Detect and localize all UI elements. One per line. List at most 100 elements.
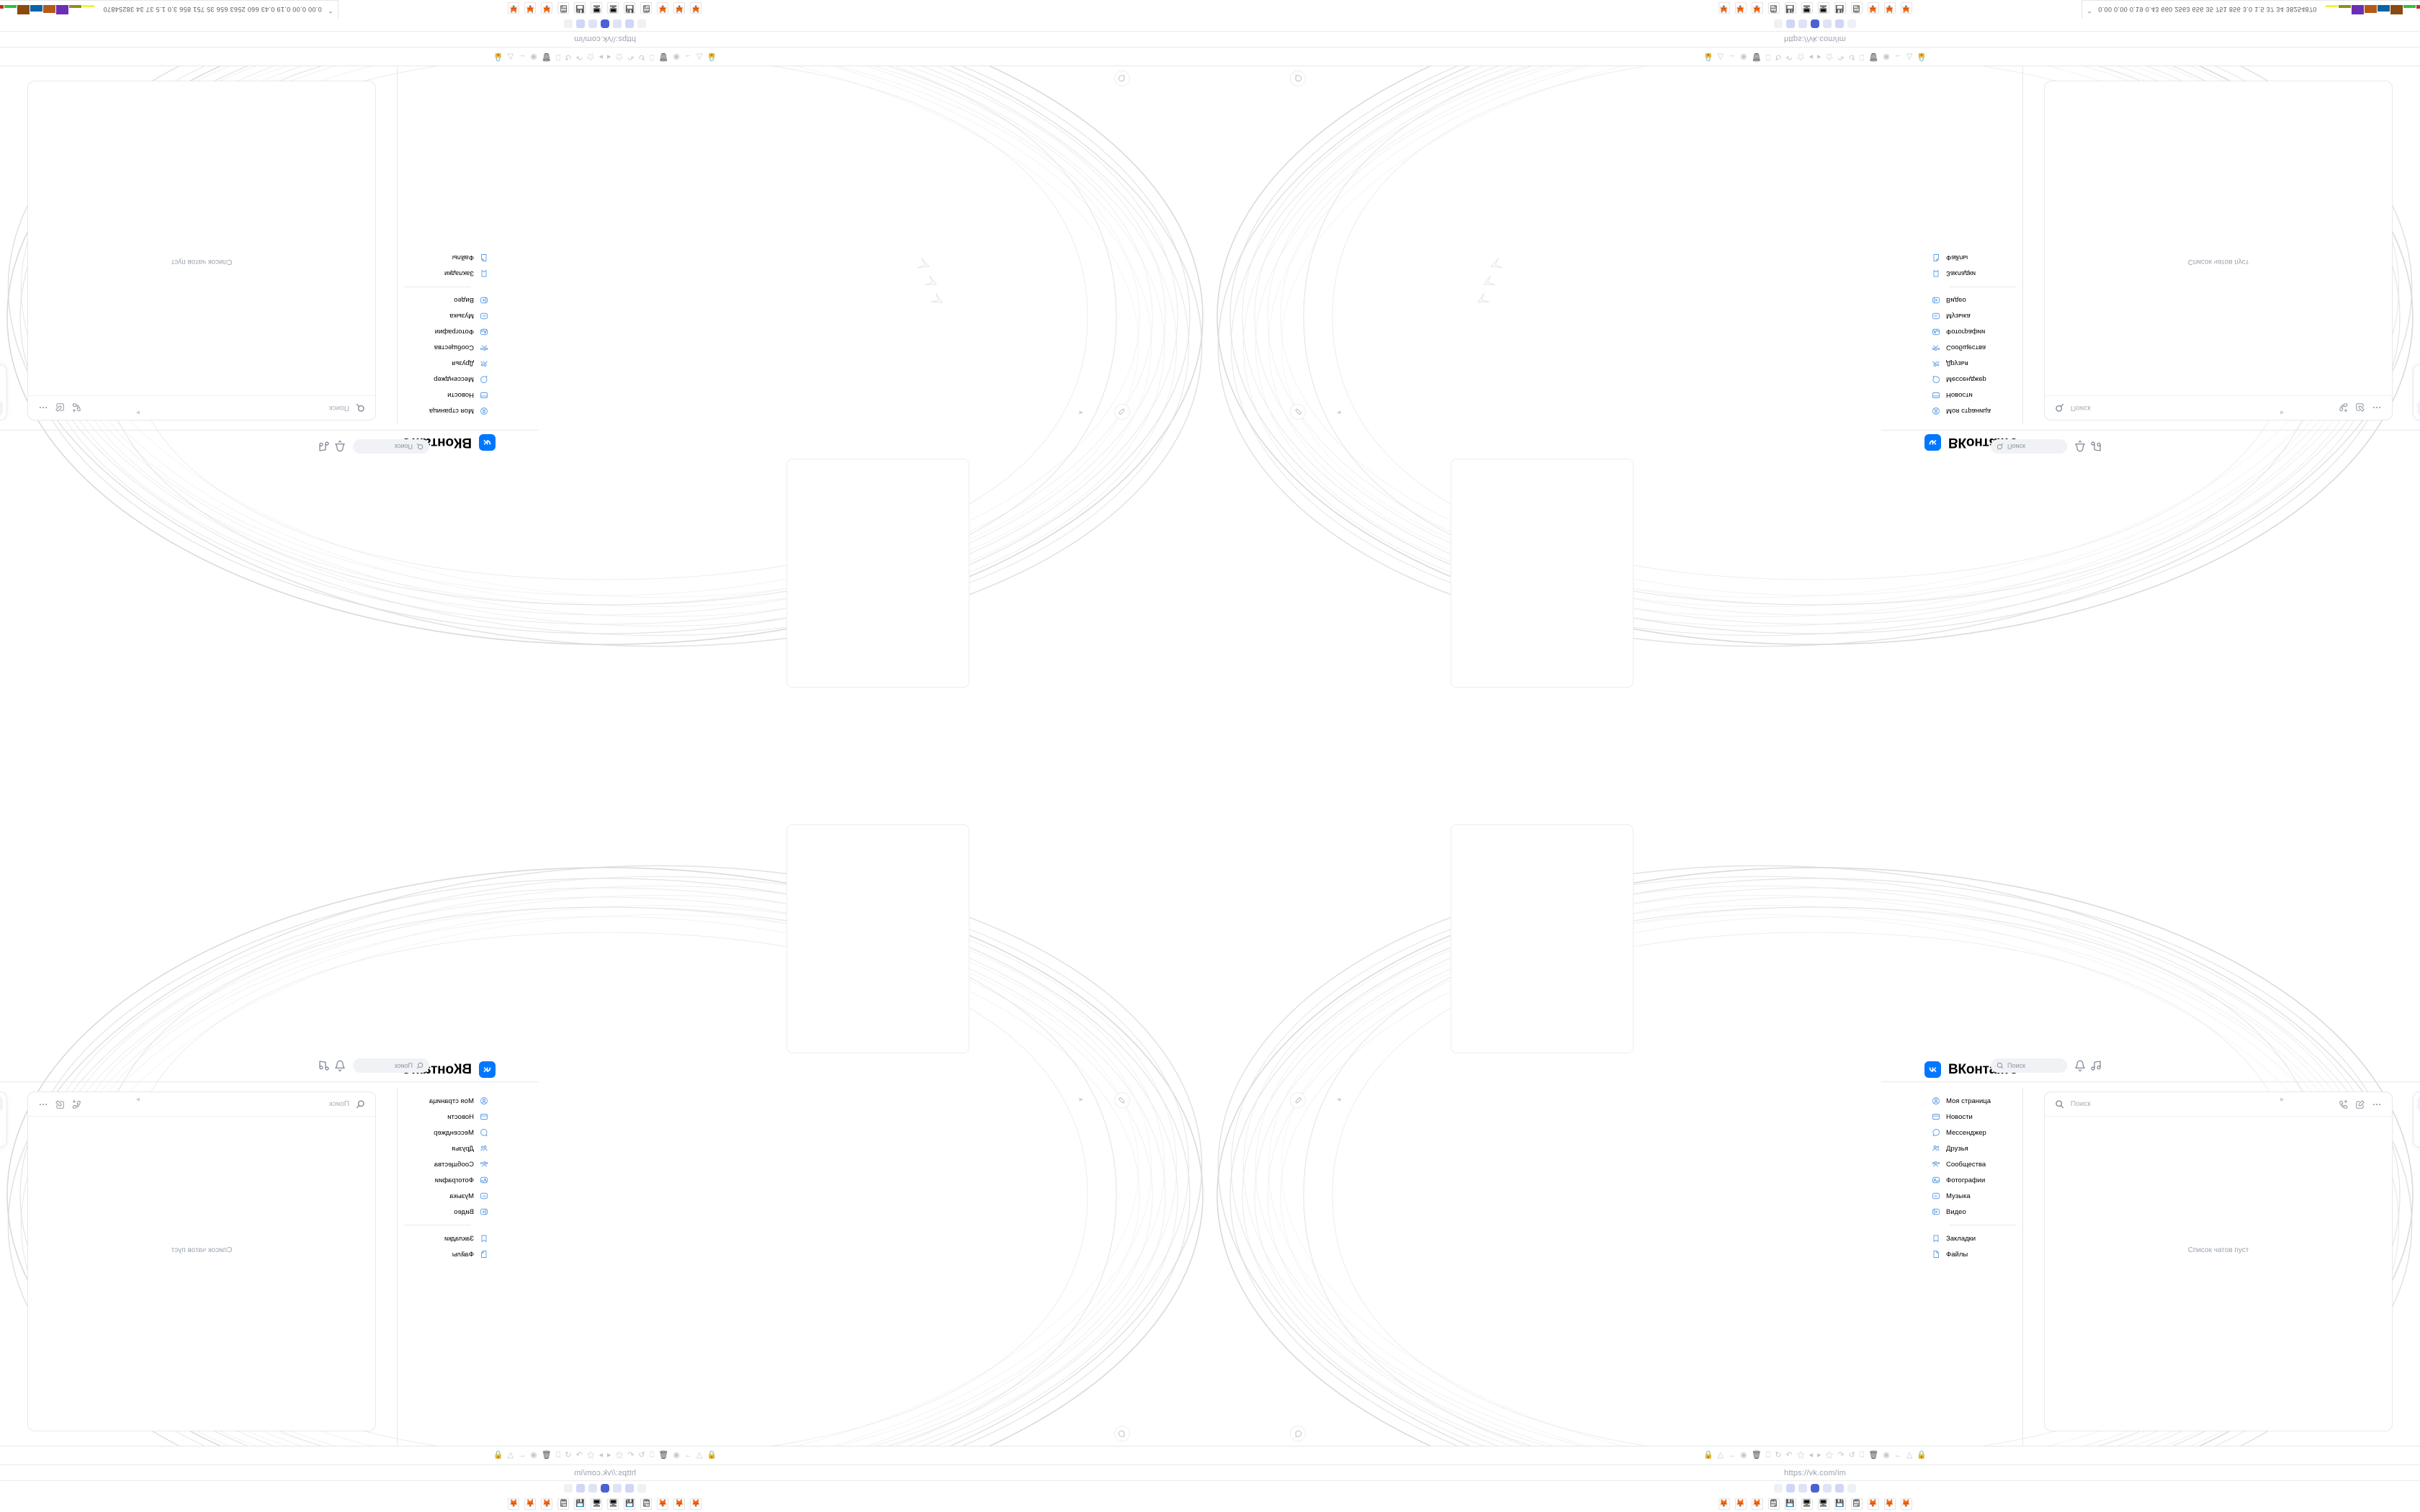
- arrow-left-icon[interactable]: ←: [518, 1451, 526, 1459]
- sidebar-item-photos[interactable]: Фотографии: [1930, 324, 2017, 340]
- globe-icon[interactable]: ⚝: [586, 53, 595, 61]
- sidebar-item-video[interactable]: Видео: [1930, 1204, 2017, 1220]
- filter-item-archive[interactable]: Архив: [0, 369, 3, 384]
- shield-icon[interactable]: ◉: [1740, 1451, 1747, 1459]
- arrow-right-icon[interactable]: →: [684, 53, 692, 61]
- terminal-icon[interactable]: 🖥: [591, 1498, 603, 1510]
- folder-icon[interactable]: ⎕: [1859, 1451, 1865, 1459]
- tab-placeholder[interactable]: [1774, 19, 1783, 28]
- phone-add-icon[interactable]: [71, 1099, 81, 1110]
- terminal-icon[interactable]: 🖥: [1817, 2, 1829, 14]
- nav-left-icon[interactable]: ◂: [607, 1451, 611, 1459]
- sidebar-item-news[interactable]: Новости: [1930, 1109, 2017, 1125]
- chevron-up-icon[interactable]: ⌃: [2087, 6, 2093, 14]
- filter-item-unread[interactable]: Непрочитанные: [0, 1112, 3, 1128]
- firefox-icon[interactable]: 🦊: [690, 1498, 702, 1510]
- folder-icon[interactable]: ⎕: [555, 1451, 561, 1459]
- tab-chat[interactable]: [588, 1484, 597, 1493]
- more-dots-icon[interactable]: [38, 1099, 48, 1110]
- arrow-right-icon[interactable]: →: [684, 1451, 692, 1459]
- tab-placeholder[interactable]: [1847, 1484, 1856, 1493]
- url-bar[interactable]: https://vk.com/im: [1210, 1465, 2420, 1481]
- sidebar-item-communities[interactable]: Сообщества: [1930, 340, 2017, 356]
- chevron-left-icon[interactable]: ◂: [1337, 1095, 1341, 1104]
- shield-outline-icon[interactable]: △: [696, 53, 703, 61]
- arrow-left-icon[interactable]: ←: [1894, 1451, 1902, 1459]
- sidebar-item-messenger[interactable]: Мессенджер: [403, 1125, 490, 1140]
- lock-icon[interactable]: 🔒: [493, 53, 503, 61]
- sidebar-item-friends[interactable]: Друзья: [403, 356, 490, 372]
- music-note-icon[interactable]: [318, 1060, 330, 1071]
- sidebar-item-video[interactable]: Видео: [403, 1204, 490, 1220]
- chevron-right-icon[interactable]: ▸: [2280, 1095, 2285, 1104]
- firefox-icon[interactable]: 🦊: [1751, 1498, 1763, 1510]
- firefox-icon[interactable]: 🦊: [1883, 2, 1896, 14]
- sidebar-item-music[interactable]: Музыка: [1930, 1188, 2017, 1204]
- phone-add-icon[interactable]: [2339, 1099, 2349, 1110]
- music-note-icon[interactable]: [318, 441, 330, 452]
- notepad-icon[interactable]: 🗒: [1850, 1498, 1863, 1510]
- firefox-icon[interactable]: 🦊: [673, 1498, 686, 1510]
- folder-icon[interactable]: ⎕: [555, 53, 561, 61]
- filter-item-archive[interactable]: Архив: [2417, 369, 2420, 384]
- terminal-icon[interactable]: 🖥: [591, 2, 603, 14]
- firefox-icon[interactable]: 🦊: [1751, 2, 1763, 14]
- bell-icon[interactable]: [334, 1060, 346, 1071]
- lock-icon[interactable]: 🔒: [1917, 1451, 1927, 1459]
- chevron-right-icon[interactable]: ▸: [2280, 408, 2285, 417]
- save-disk-icon[interactable]: 💾: [624, 1498, 636, 1510]
- sidebar-item-friends[interactable]: Друзья: [403, 1140, 490, 1156]
- firefox-icon[interactable]: 🦊: [1900, 1498, 1912, 1510]
- trash-icon[interactable]: 🗑: [658, 1451, 669, 1459]
- sidebar-item-files[interactable]: Файлы: [1930, 1246, 2017, 1262]
- floating-edit-button[interactable]: [1114, 404, 1130, 420]
- firefox-icon[interactable]: 🦊: [657, 2, 669, 14]
- lock-icon[interactable]: 🔒: [493, 1451, 503, 1459]
- arrow-left-icon[interactable]: ←: [1894, 53, 1902, 61]
- shield-icon[interactable]: ◉: [530, 1451, 537, 1459]
- nav-left-icon[interactable]: ◂: [1809, 1451, 1813, 1459]
- notepad-icon[interactable]: 🗒: [557, 2, 570, 14]
- notepad-icon[interactable]: 🗒: [1767, 2, 1780, 14]
- reload-icon[interactable]: ↻: [1775, 1451, 1782, 1459]
- firefox-icon[interactable]: 🦊: [690, 2, 702, 14]
- tab-placeholder[interactable]: [1774, 1484, 1783, 1493]
- shield-icon[interactable]: ◉: [1883, 1451, 1890, 1459]
- folder-icon[interactable]: ⎕: [1765, 1451, 1771, 1459]
- shield-outline-icon[interactable]: △: [1717, 53, 1724, 61]
- save-disk-icon[interactable]: 💾: [1834, 2, 1846, 14]
- save-disk-icon[interactable]: 💾: [624, 2, 636, 14]
- sidebar-item-my-page[interactable]: Моя страница: [403, 1093, 490, 1109]
- globe-icon[interactable]: ⚝: [1825, 53, 1834, 61]
- sidebar-item-my-page[interactable]: Моя страница: [1930, 403, 2017, 419]
- floating-chat-button[interactable]: [1114, 1426, 1130, 1441]
- terminal-icon[interactable]: 🖥: [1801, 2, 1813, 14]
- shield-outline-icon[interactable]: △: [1906, 53, 1913, 61]
- phone-add-icon[interactable]: [2339, 403, 2349, 413]
- sidebar-item-news[interactable]: Новости: [403, 387, 490, 403]
- lock-icon[interactable]: 🔒: [1917, 53, 1927, 61]
- firefox-icon[interactable]: 🦊: [508, 2, 520, 14]
- music-note-icon[interactable]: [2090, 1060, 2102, 1071]
- sidebar-item-video[interactable]: Видео: [1930, 292, 2017, 308]
- sidebar-item-photos[interactable]: Фотографии: [403, 1172, 490, 1188]
- floating-chat-button[interactable]: [1290, 71, 1306, 86]
- chat-search-input[interactable]: Поиск: [2071, 1100, 2091, 1108]
- lock-icon[interactable]: 🔒: [707, 53, 717, 61]
- tab-active-messenger[interactable]: [1811, 19, 1819, 28]
- globe-icon[interactable]: ⚝: [615, 1451, 624, 1459]
- sidebar-item-communities[interactable]: Сообщества: [403, 1156, 490, 1172]
- sidebar-item-music[interactable]: Музыка: [1930, 308, 2017, 324]
- lock-icon[interactable]: 🔒: [1703, 1451, 1713, 1459]
- trash-icon[interactable]: 🗑: [541, 53, 552, 61]
- filter-item-all-chats[interactable]: Все чаты: [0, 1096, 3, 1112]
- firefox-icon[interactable]: 🦊: [1900, 2, 1912, 14]
- floating-edit-button[interactable]: [1290, 1092, 1306, 1108]
- folder-icon[interactable]: ⎕: [1765, 53, 1771, 61]
- nav-left-icon[interactable]: ◂: [607, 53, 611, 61]
- firefox-icon[interactable]: 🦊: [657, 1498, 669, 1510]
- filter-item-all-chats[interactable]: Все чаты: [2417, 1096, 2420, 1112]
- trash-icon[interactable]: 🗑: [658, 53, 669, 61]
- sidebar-item-music[interactable]: Музыка: [403, 1188, 490, 1204]
- chat-search-input[interactable]: Поиск: [329, 1100, 349, 1108]
